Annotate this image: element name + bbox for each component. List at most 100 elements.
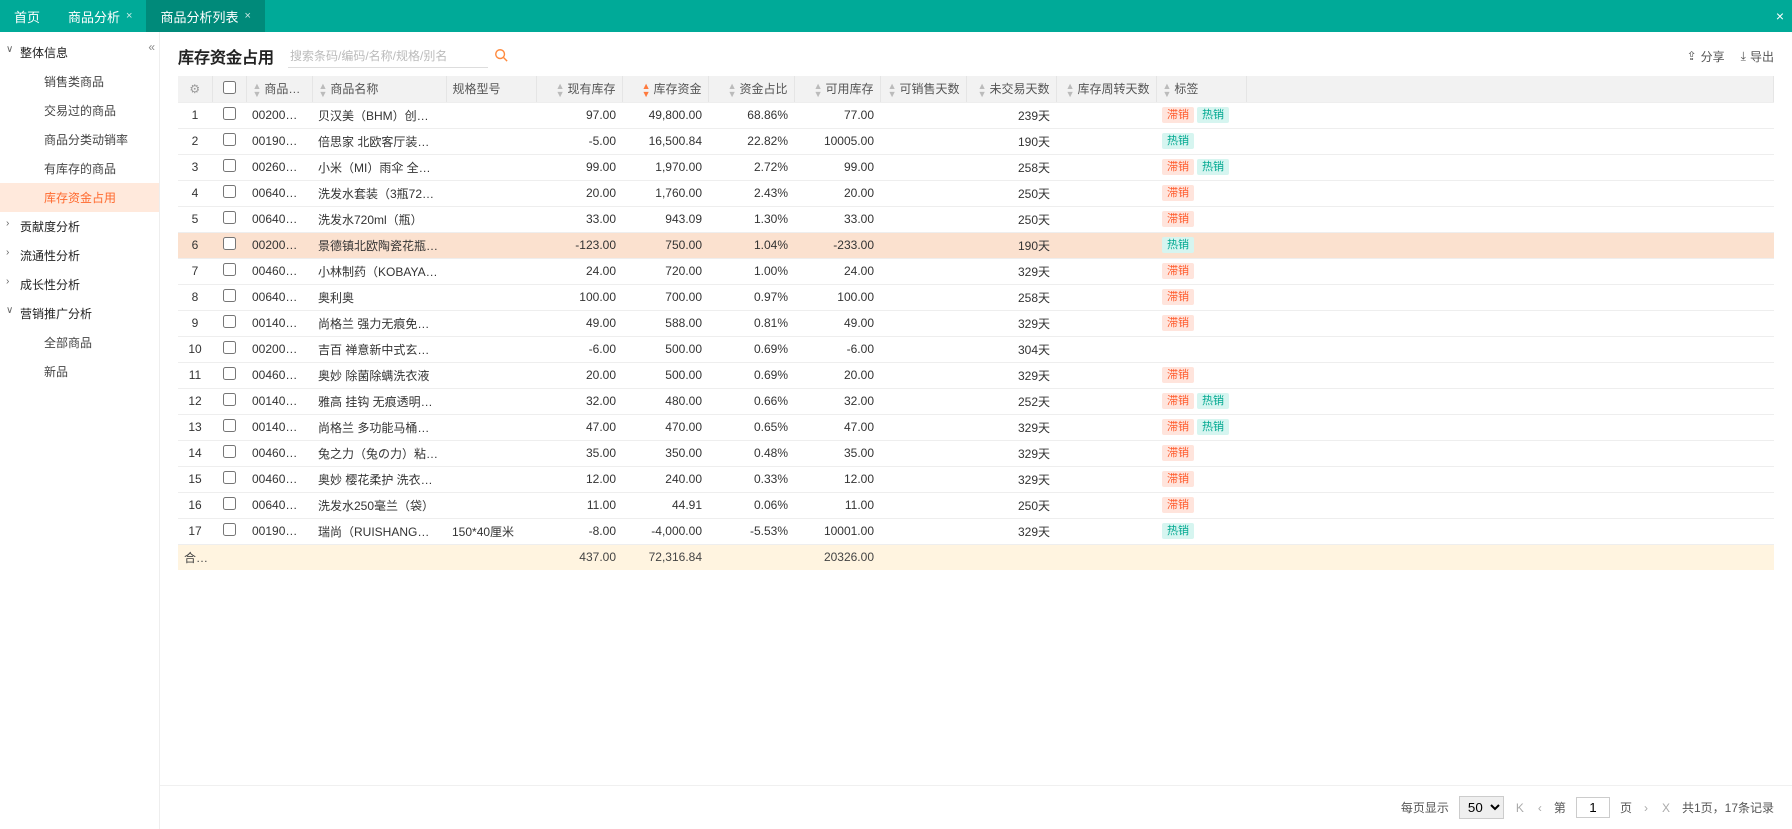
row-checkbox[interactable] (223, 133, 236, 146)
row-checkbox[interactable] (223, 471, 236, 484)
cell-tdays (1056, 128, 1156, 154)
share-button[interactable]: ⇪ 分享 (1687, 48, 1725, 65)
table-row[interactable]: 100200…贝汉美（BHM）创意北欧…97.0049,800.0068.86%… (178, 102, 1774, 128)
sidebar-item[interactable]: 库存资金占用 (0, 183, 159, 212)
cell-tags: 滞销 (1156, 206, 1246, 232)
table-row[interactable]: 500640…洗发水720ml（瓶）33.00943.091.30%33.002… (178, 206, 1774, 232)
table-row[interactable]: 1700190…瑞尚（RUISHANG）卧室…150*40厘米-8.00-4,0… (178, 518, 1774, 544)
table-row[interactable]: 1000200…吉百 禅意新中式玄关摆件客-6.00500.000.69%-6.… (178, 336, 1774, 362)
table-row[interactable]: 1400460…兔之力（兔の力）粘毛器粘35.00350.000.48%35.0… (178, 440, 1774, 466)
column-header[interactable]: ▲▼商品… (246, 76, 312, 102)
row-checkbox[interactable] (223, 263, 236, 276)
table-row[interactable]: 1600640…洗发水250毫兰（袋）11.0044.910.06%11.002… (178, 492, 1774, 518)
row-index: 7 (178, 258, 212, 284)
sidebar-group[interactable]: 整体信息 (0, 38, 159, 67)
sidebar-item[interactable]: 全部商品 (0, 328, 159, 357)
sort-icon[interactable]: ▲▼ (319, 82, 328, 98)
pager-prev-icon[interactable]: ‹ (1536, 801, 1544, 815)
row-checkbox[interactable] (223, 185, 236, 198)
tab[interactable]: 商品分析× (54, 0, 146, 32)
share-label: 分享 (1701, 48, 1725, 65)
tag: 滞销 (1162, 107, 1194, 123)
row-checkbox[interactable] (223, 341, 236, 354)
sidebar-group[interactable]: 营销推广分析 (0, 299, 159, 328)
table-row[interactable]: 700460…小林制药（KOBAYASHI）日24.00720.001.00%2… (178, 258, 1774, 284)
row-checkbox[interactable] (223, 211, 236, 224)
select-all-checkbox[interactable] (223, 81, 236, 94)
sidebar-item[interactable]: 商品分类动销率 (0, 125, 159, 154)
tag: 滞销 (1162, 367, 1194, 383)
cell-sdays (880, 232, 966, 258)
row-checkbox[interactable] (223, 237, 236, 250)
column-header[interactable]: ▲▼可销售天数 (880, 76, 966, 102)
sidebar-item[interactable]: 销售类商品 (0, 67, 159, 96)
pager-last-icon[interactable]: X (1660, 801, 1672, 815)
pager-next-icon[interactable]: › (1642, 801, 1650, 815)
row-checkbox[interactable] (223, 419, 236, 432)
cell-tags: 滞销热销 (1156, 102, 1246, 128)
sort-icon[interactable]: ▲▼ (556, 82, 565, 98)
cell-code: 00190… (246, 128, 312, 154)
row-checkbox[interactable] (223, 445, 236, 458)
row-checkbox[interactable] (223, 523, 236, 536)
table-row[interactable]: 600200…景德镇北欧陶瓷花瓶摆件 创-123.00750.001.04%-2… (178, 232, 1774, 258)
sort-icon[interactable]: ▲▼ (1066, 82, 1075, 98)
table-row[interactable]: 800640…奥利奥100.00700.000.97%100.00258天滞销 (178, 284, 1774, 310)
tab-close-icon[interactable]: × (244, 10, 250, 22)
row-checkbox[interactable] (223, 393, 236, 406)
table-row[interactable]: 300260…小米（MI）雨伞 全自动折叠99.001,970.002.72%9… (178, 154, 1774, 180)
sort-icon[interactable]: ▲▼ (1163, 82, 1172, 98)
sort-icon[interactable]: ▲▼ (814, 82, 823, 98)
column-header[interactable]: ▲▼库存周转天数 (1056, 76, 1156, 102)
tab[interactable]: 首页 (0, 0, 54, 32)
totals-row: 合计:437.0072,316.8420326.00 (178, 544, 1774, 570)
export-button[interactable]: ⤓ 导出 (1741, 48, 1774, 65)
cell-spec (446, 388, 536, 414)
cell-tags: 滞销热销 (1156, 154, 1246, 180)
search-input[interactable] (288, 45, 488, 68)
sidebar-group[interactable]: 贡献度分析 (0, 212, 159, 241)
sort-icon[interactable]: ▲▼ (642, 82, 651, 98)
search-icon[interactable] (494, 48, 508, 65)
table-row[interactable]: 900140…尚格兰 强力无痕免打孔浴室49.00588.000.81%49.0… (178, 310, 1774, 336)
row-checkbox[interactable] (223, 367, 236, 380)
sidebar-group[interactable]: 成长性分析 (0, 270, 159, 299)
column-header[interactable]: ▲▼商品名称 (312, 76, 446, 102)
row-checkbox[interactable] (223, 315, 236, 328)
sort-icon[interactable]: ▲▼ (978, 82, 987, 98)
column-header[interactable]: ▲▼标签 (1156, 76, 1246, 102)
sidebar-item[interactable]: 交易过的商品 (0, 96, 159, 125)
row-checkbox[interactable] (223, 289, 236, 302)
column-header[interactable]: ▲▼库存资金 (622, 76, 708, 102)
sidebar-item[interactable]: 有库存的商品 (0, 154, 159, 183)
table-row[interactable]: 1200140…雅高 挂钩 无痕透明粘钩 强力32.00480.000.66%3… (178, 388, 1774, 414)
table-row[interactable]: 1300140…尚格兰 多功能马桶刷套装 带47.00470.000.65%47… (178, 414, 1774, 440)
table-row[interactable]: 1500460…奥妙 樱花柔护 洗衣凝珠 1012.00240.000.33%1… (178, 466, 1774, 492)
sidebar-item[interactable]: 新品 (0, 357, 159, 386)
column-header[interactable]: ▲▼现有库存 (536, 76, 622, 102)
column-header[interactable]: ▲▼可用库存 (794, 76, 880, 102)
totals-fund: 72,316.84 (622, 544, 708, 570)
row-checkbox[interactable] (223, 497, 236, 510)
table-row[interactable]: 1100460…奥妙 除菌除螨洗衣液20.00500.000.69%20.003… (178, 362, 1774, 388)
column-header[interactable]: ▲▼未交易天数 (966, 76, 1056, 102)
sidebar-group[interactable]: 流通性分析 (0, 241, 159, 270)
sort-icon[interactable]: ▲▼ (728, 82, 737, 98)
pager-first-icon[interactable]: K (1514, 801, 1526, 815)
close-icon[interactable]: × (1776, 0, 1784, 32)
table-row[interactable]: 400640…洗发水套装（3瓶720ml+1…20.001,760.002.43… (178, 180, 1774, 206)
sort-icon[interactable]: ▲▼ (888, 82, 897, 98)
row-checkbox[interactable] (223, 107, 236, 120)
export-label: 导出 (1750, 48, 1774, 65)
gear-icon[interactable]: ⚙ (189, 82, 200, 96)
table-row[interactable]: 200190…倍思家 北欧客厅装饰画卧室-5.0016,500.8422.82%… (178, 128, 1774, 154)
row-checkbox[interactable] (223, 159, 236, 172)
page-number-input[interactable] (1576, 797, 1610, 818)
tab[interactable]: 商品分析列表× (146, 0, 264, 32)
row-index: 10 (178, 336, 212, 362)
per-page-select[interactable]: 50 (1459, 796, 1504, 819)
column-header[interactable]: ▲▼资金占比 (708, 76, 794, 102)
sort-icon[interactable]: ▲▼ (253, 82, 262, 98)
cell-fund: 500.00 (622, 362, 708, 388)
tab-close-icon[interactable]: × (126, 10, 132, 22)
